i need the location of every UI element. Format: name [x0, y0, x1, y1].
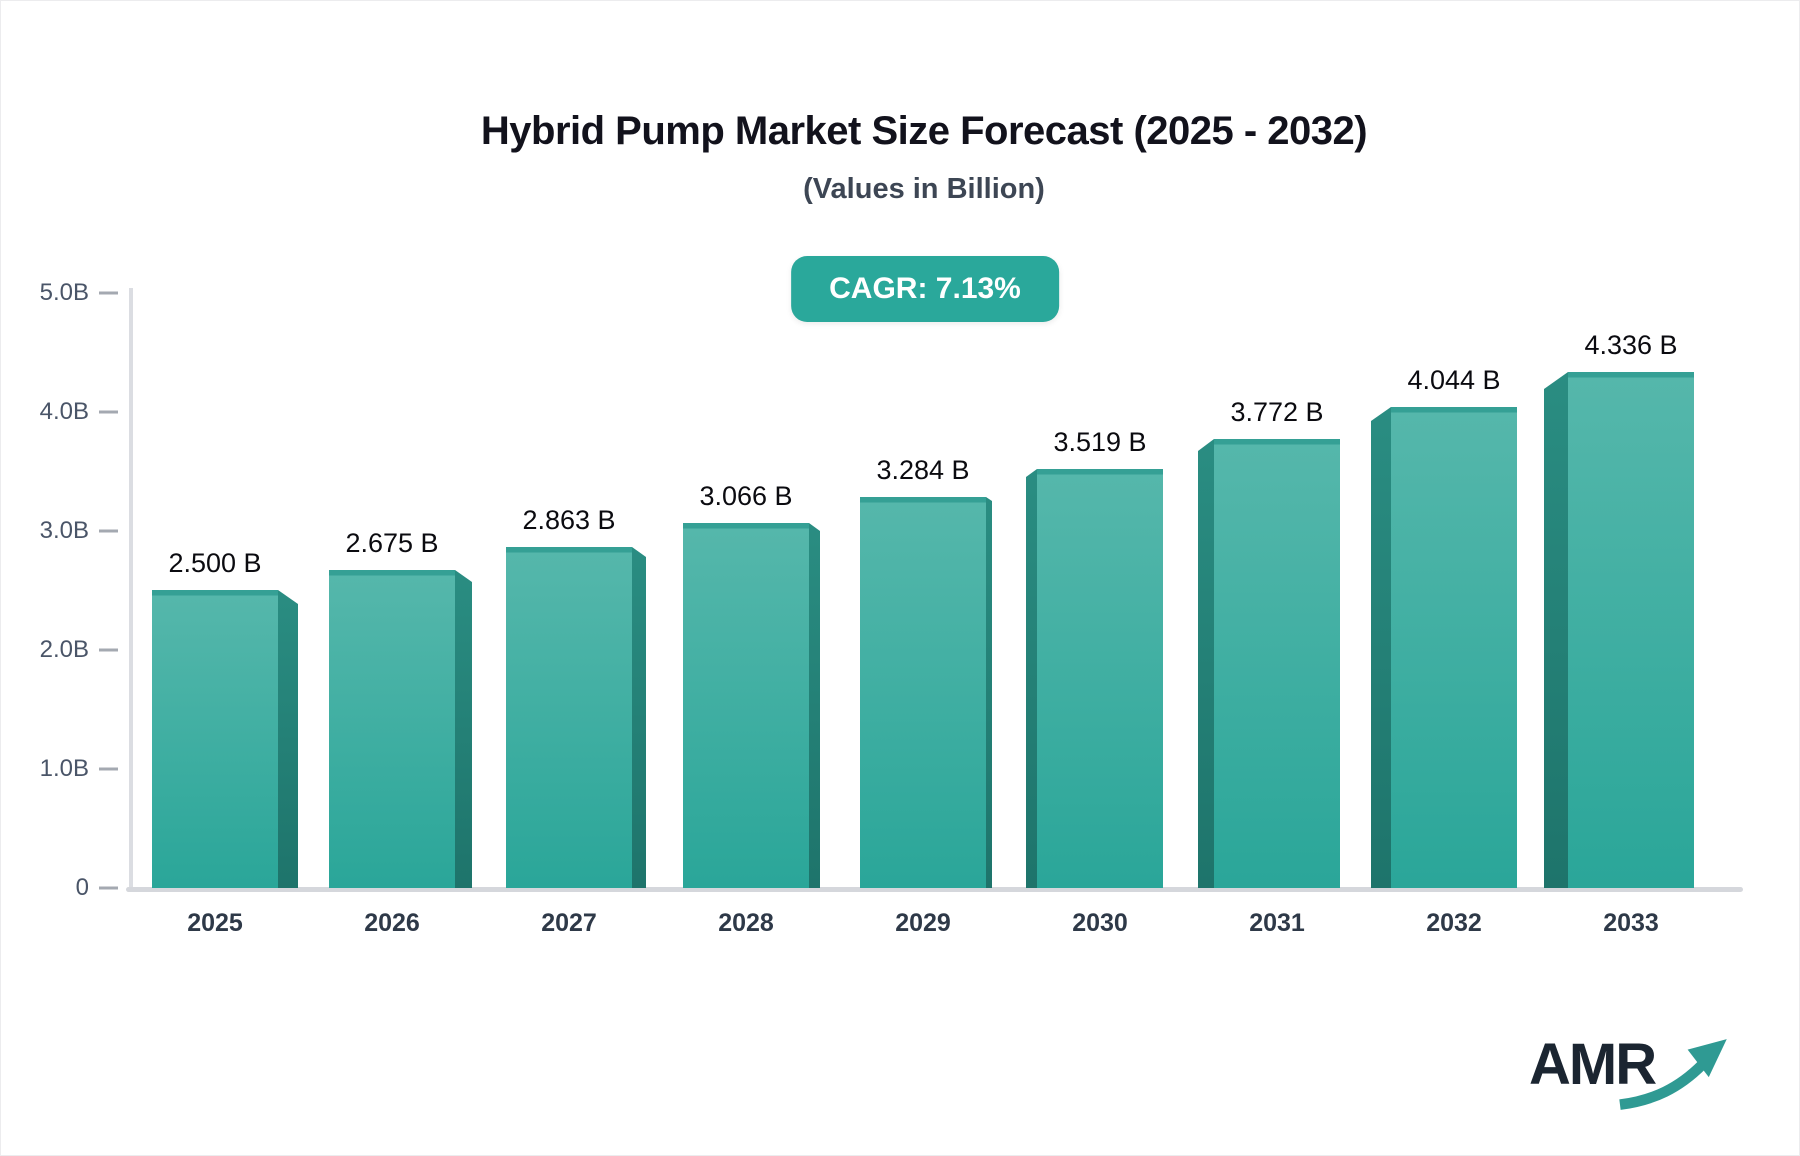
bar-side-2033 — [1544, 372, 1568, 888]
x-tick-label-2031: 2031 — [1249, 909, 1305, 937]
bar-face-2032 — [1391, 407, 1517, 888]
x-tick-label-2030: 2030 — [1072, 909, 1128, 937]
bar-value-label-2029: 3.284 B — [876, 455, 970, 485]
bar-value-label-2027: 2.863 B — [522, 505, 616, 535]
bar-value-label-2025: 2.500 B — [168, 548, 262, 578]
bar-side-2032 — [1371, 407, 1391, 888]
cagr-badge: CAGR: 7.13% — [791, 256, 1059, 322]
chart-title: Hybrid Pump Market Size Forecast (2025 -… — [480, 109, 1368, 153]
bar-value-label-2031: 3.772 B — [1230, 397, 1324, 427]
x-axis-baseline — [126, 887, 1743, 892]
y-tick-mark — [99, 529, 118, 533]
bar-face-2028 — [683, 523, 809, 888]
bar-side-2031 — [1198, 439, 1214, 888]
x-tick-label-2027: 2027 — [541, 909, 597, 937]
cagr-badge-label: CAGR: 7.13% — [829, 272, 1021, 305]
y-tick-mark — [99, 648, 118, 652]
bar-face-2029 — [860, 497, 986, 888]
bar-value-label-2033: 4.336 B — [1584, 330, 1678, 360]
y-tick-mark — [99, 410, 118, 414]
y-tick-label-5.0B: 5.0B — [39, 279, 89, 306]
y-tick-label-3.0B: 3.0B — [39, 517, 89, 544]
y-tick-label-2.0B: 2.0B — [39, 636, 89, 663]
bar-face-2030 — [1037, 469, 1163, 888]
y-tick-mark — [99, 767, 118, 771]
bar-face-2027 — [506, 547, 632, 888]
bar-value-label-2026: 2.675 B — [345, 528, 439, 558]
y-tick-label-4.0B: 4.0B — [39, 398, 89, 425]
x-tick-label-2026: 2026 — [364, 909, 420, 937]
y-axis-line — [129, 288, 133, 889]
y-tick-label-1.0B: 1.0B — [39, 755, 89, 782]
bar-face-2025 — [152, 590, 278, 888]
x-tick-label-2025: 2025 — [187, 909, 243, 937]
bar-face-2033 — [1568, 372, 1694, 888]
y-tick-label-0: 0 — [75, 874, 89, 901]
x-tick-label-2029: 2029 — [895, 909, 951, 937]
y-tick-mark — [99, 886, 118, 890]
bar-side-2030 — [1026, 469, 1037, 888]
amr-logo-text: AMR — [1529, 1032, 1657, 1097]
bar-value-label-2028: 3.066 B — [699, 481, 793, 511]
x-tick-label-2028: 2028 — [718, 909, 774, 937]
bar-side-2028 — [809, 523, 820, 888]
bar-side-2029 — [986, 497, 992, 888]
x-tick-label-2033: 2033 — [1603, 909, 1659, 937]
bar-value-label-2030: 3.519 B — [1053, 427, 1147, 457]
bar-face-2026 — [329, 570, 455, 888]
x-tick-label-2032: 2032 — [1426, 909, 1482, 937]
bar-side-2025 — [278, 590, 298, 888]
amr-logo: AMR — [1529, 1031, 1749, 1121]
trend-up-arrow-icon — [1619, 1039, 1727, 1110]
y-tick-mark — [99, 291, 118, 295]
bar-face-2031 — [1214, 439, 1340, 888]
chart-subtitle: (Values in Billion) — [803, 173, 1045, 205]
bar-side-2027 — [632, 547, 646, 888]
bar-value-label-2032: 4.044 B — [1407, 365, 1501, 395]
bar-side-2026 — [455, 570, 472, 888]
